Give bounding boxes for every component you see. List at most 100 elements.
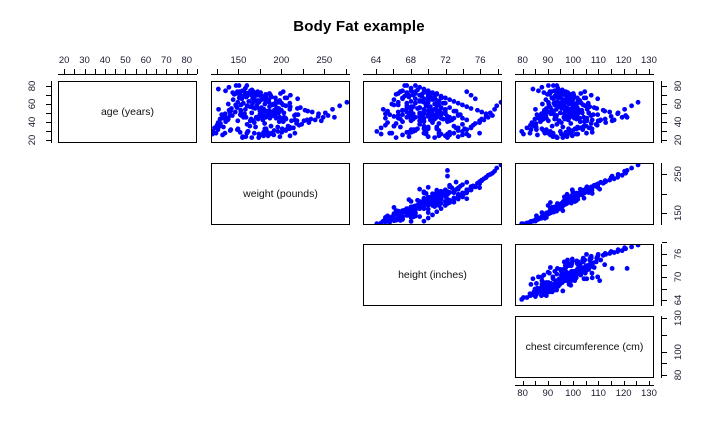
axis-line-top-age — [58, 74, 197, 75]
tick-mark — [662, 242, 667, 244]
tick-mark — [662, 352, 667, 354]
tick-mark — [662, 300, 667, 302]
tick-label-weight-250: 250 — [673, 166, 684, 183]
tick-mark — [623, 381, 625, 386]
tick-mark — [535, 381, 537, 386]
tick-mark — [535, 69, 537, 74]
tick-mark — [662, 131, 667, 133]
tick-mark — [46, 131, 51, 133]
tick-mark — [46, 103, 51, 105]
tick-label-weight-200: 200 — [273, 55, 290, 66]
tick-mark — [598, 69, 600, 74]
scatter-points — [519, 164, 641, 224]
tick-mark — [662, 193, 667, 195]
tick-mark — [598, 381, 600, 386]
tick-mark — [662, 288, 667, 290]
tick-label-weight-150: 150 — [230, 55, 247, 66]
tick-mark — [376, 69, 378, 74]
tick-label-height-68: 68 — [405, 55, 417, 66]
tick-mark — [547, 69, 549, 74]
tick-mark — [46, 140, 51, 142]
variable-label-age: age (years) — [100, 106, 155, 118]
diagonal-panel-height: height (inches) — [363, 244, 502, 306]
tick-mark — [662, 122, 667, 124]
tick-label-chest-100: 100 — [565, 388, 582, 399]
tick-mark — [648, 69, 650, 74]
tick-mark — [46, 112, 51, 114]
tick-mark — [186, 69, 188, 74]
axis-line-right-chest — [661, 316, 662, 378]
axis-line-top-height — [363, 74, 502, 75]
tick-mark — [662, 276, 667, 278]
tick-mark — [64, 69, 66, 74]
tick-mark — [623, 69, 625, 74]
tick-mark — [156, 69, 158, 74]
tick-mark — [662, 363, 667, 365]
tick-label-age-30: 30 — [79, 55, 90, 66]
tick-mark — [611, 69, 613, 74]
scatter-panel-age-vs-weight — [211, 81, 350, 143]
tick-label-chest-90: 90 — [542, 55, 554, 66]
axis-line-bottom-chest — [515, 385, 654, 386]
scatter-points — [374, 83, 501, 140]
tick-label-weight-250: 250 — [316, 55, 333, 66]
tick-label-weight-150: 150 — [673, 204, 684, 221]
scatter-panel-height-vs-chest — [515, 244, 654, 306]
tick-mark — [281, 69, 283, 74]
tick-label-height-64: 64 — [370, 55, 382, 66]
tick-mark — [125, 69, 127, 74]
tick-label-age-70: 70 — [161, 55, 172, 66]
tick-mark — [238, 69, 240, 74]
tick-mark — [662, 335, 667, 337]
tick-mark — [410, 69, 412, 74]
tick-mark — [573, 381, 575, 386]
tick-mark — [636, 69, 638, 74]
tick-label-age-40: 40 — [99, 55, 111, 66]
tick-mark — [46, 85, 51, 87]
tick-label-height-70: 70 — [673, 271, 684, 283]
tick-mark — [522, 69, 524, 74]
tick-mark — [324, 69, 326, 74]
tick-mark — [145, 69, 147, 74]
tick-mark — [662, 318, 667, 320]
axis-line-top-weight — [211, 74, 350, 75]
tick-mark — [585, 69, 587, 74]
tick-label-chest-80: 80 — [517, 388, 528, 399]
tick-mark — [176, 69, 178, 74]
tick-mark — [217, 69, 218, 74]
tick-mark — [462, 69, 464, 74]
scatter-points — [212, 83, 349, 140]
tick-label-chest-90: 90 — [542, 388, 554, 399]
tick-label-chest-120: 120 — [615, 388, 632, 399]
scatter-points — [374, 164, 501, 224]
scatter-points — [519, 83, 641, 140]
tick-mark — [662, 112, 667, 114]
tick-label-age-20: 20 — [58, 55, 70, 66]
axis-line-right-weight — [661, 163, 662, 225]
tick-mark — [94, 69, 96, 74]
variable-label-height: height (inches) — [398, 269, 467, 281]
scatter-panel-age-vs-height — [363, 81, 502, 143]
tick-mark — [345, 69, 347, 74]
tick-mark — [560, 69, 562, 74]
tick-label-age-80: 80 — [27, 80, 38, 91]
tick-mark — [662, 94, 667, 96]
tick-mark — [84, 69, 86, 74]
axis-line-left-age — [51, 81, 52, 143]
tick-label-height-76: 76 — [474, 55, 486, 66]
tick-mark — [585, 381, 587, 386]
tick-label-chest-130: 130 — [641, 55, 657, 66]
tick-mark — [497, 69, 499, 74]
tick-label-chest-130: 130 — [673, 310, 684, 327]
tick-mark — [197, 69, 198, 74]
tick-label-chest-130: 130 — [641, 388, 657, 399]
tick-mark — [115, 69, 117, 74]
tick-label-age-60: 60 — [140, 55, 152, 66]
tick-mark — [662, 85, 667, 87]
diagonal-panel-age: age (years) — [58, 81, 197, 143]
tick-mark — [480, 69, 482, 74]
tick-mark — [547, 381, 549, 386]
diagonal-panel-weight: weight (pounds) — [211, 163, 350, 225]
tick-mark — [636, 381, 638, 386]
